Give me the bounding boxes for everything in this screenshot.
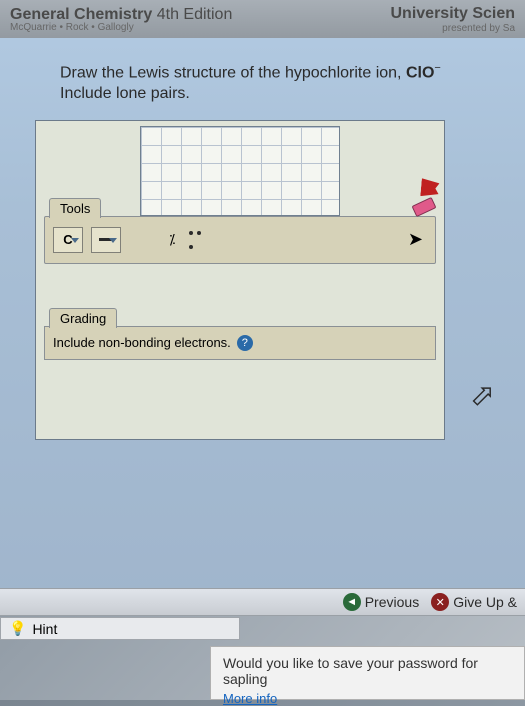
close-icon: ✕ (431, 593, 449, 611)
university-label: University Scien (391, 5, 516, 22)
element-picker[interactable]: C (53, 227, 83, 253)
lone-pair-tool[interactable] (189, 231, 201, 249)
provider-block: University Scien presented by Sa (391, 5, 516, 34)
drawing-grid[interactable] (140, 126, 340, 216)
book-title: General Chemistry (10, 6, 152, 23)
charge: − (434, 62, 440, 74)
help-icon[interactable]: ? (237, 335, 253, 351)
eraser-tool[interactable] (413, 197, 441, 217)
question-area: Draw the Lewis structure of the hypochlo… (0, 38, 525, 608)
tools-tab[interactable]: Tools (49, 198, 101, 218)
presented-by: presented by Sa (391, 23, 516, 34)
flag-icon[interactable] (420, 178, 440, 198)
formula: ClO (406, 64, 434, 81)
tools-panel: Tools C ⁒ ➤ (44, 216, 436, 264)
back-icon: ◄ (343, 593, 361, 611)
question-text: Draw the Lewis structure of the hypochlo… (60, 61, 475, 105)
mouse-cursor: ⬀ (470, 378, 495, 413)
grading-tab[interactable]: Grading (49, 308, 117, 328)
charge-tool[interactable]: ⁒ (169, 231, 175, 248)
more-info-link[interactable]: More info (223, 691, 512, 706)
bond-tool[interactable] (91, 227, 121, 253)
textbook-header: General Chemistry 4th Edition McQuarrie … (0, 0, 525, 38)
bulb-icon: 💡 (9, 620, 26, 637)
bottom-nav-bar: ◄ Previous ✕ Give Up & (0, 588, 525, 616)
book-authors: McQuarrie • Rock • Gallogly (10, 22, 232, 33)
pointer-tool[interactable]: ➤ (408, 229, 423, 250)
grading-panel: Grading Include non-bonding electrons. ? (44, 326, 436, 360)
hint-button[interactable]: 💡 Hint (0, 617, 240, 640)
password-prompt-text: Would you like to save your password for… (223, 655, 478, 687)
previous-button[interactable]: ◄ Previous (343, 593, 419, 611)
grading-instruction: Include non-bonding electrons. (53, 335, 231, 350)
lewis-drawing-canvas[interactable]: Tools C ⁒ ➤ Grading Include non-bonding … (35, 120, 445, 440)
hint-label: Hint (32, 621, 57, 637)
password-save-prompt: Would you like to save your password for… (210, 646, 525, 700)
book-edition: 4th Edition (152, 6, 232, 23)
give-up-button[interactable]: ✕ Give Up & (431, 593, 517, 611)
book-title-block: General Chemistry 4th Edition McQuarrie … (10, 6, 232, 33)
